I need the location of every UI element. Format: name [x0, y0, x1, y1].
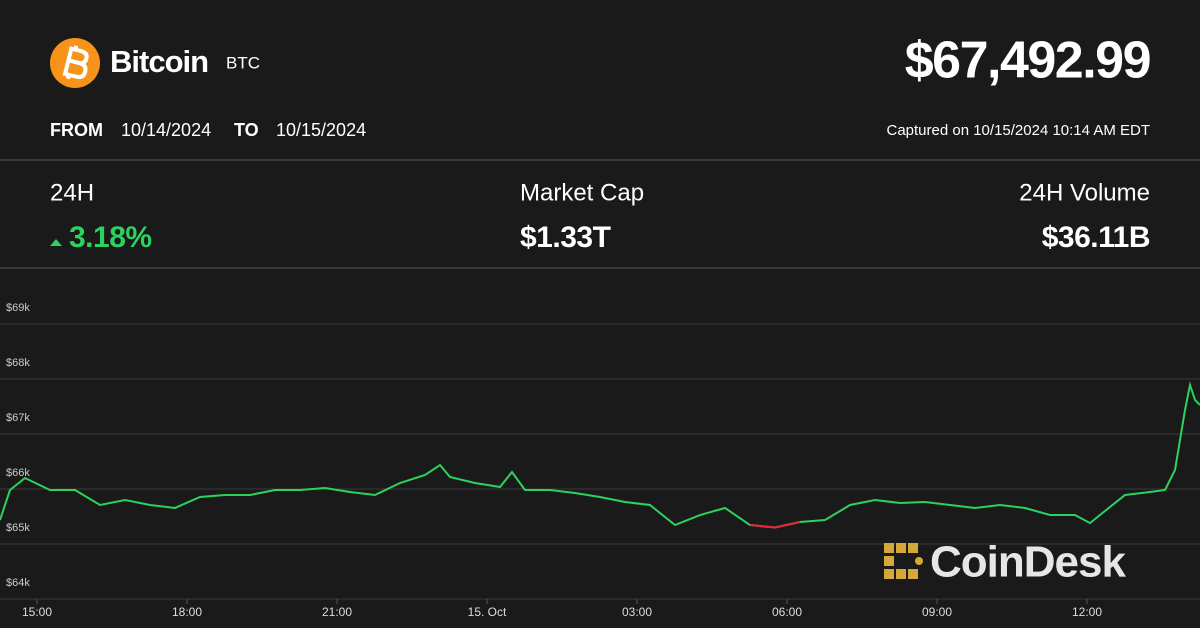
stat-label: 24H — [50, 179, 94, 206]
watermark-logo — [884, 543, 923, 579]
from-label: FROM — [50, 120, 103, 140]
down-segment — [774, 521, 801, 529]
x-tick-label: 06:00 — [772, 605, 802, 619]
y-tick-label: $68k — [6, 357, 30, 369]
stat-value: $1.33T — [520, 221, 611, 254]
stat-label: 24H Volume — [1019, 179, 1150, 206]
coin-name: Bitcoin — [110, 44, 208, 79]
watermark: CoinDesk — [930, 538, 1126, 587]
x-tick-label: 21:00 — [322, 605, 352, 619]
x-tick-label: 18:00 — [172, 605, 202, 619]
price: $67,492.99 — [905, 32, 1150, 90]
x-tick-label: 12:00 — [1072, 605, 1102, 619]
y-tick-label: $69k — [6, 302, 30, 314]
y-tick-label: $67k — [6, 412, 30, 424]
x-tick-label: 03:00 — [622, 605, 652, 619]
stat-value: 3.18% — [69, 221, 152, 254]
x-tick-label: 09:00 — [922, 605, 952, 619]
to-label: TO — [234, 120, 259, 140]
y-tick-label: $65k — [6, 522, 30, 534]
x-tick-label: 15. Oct — [468, 605, 507, 619]
plot: $64k $65k $66k $67k $68k $69k 15:00 18:00 21:00 1… — [0, 302, 1200, 619]
captured: Captured on 10/15/2024 10:14 AM EDT — [886, 122, 1150, 139]
stat-value: $36.11B — [1042, 221, 1150, 254]
coin-symbol: BTC — [226, 53, 260, 72]
coin-glyph — [62, 45, 89, 80]
y-tick-label: $64k — [6, 577, 30, 589]
to-date: 10/15/2024 — [276, 120, 366, 140]
down-segment — [749, 524, 776, 529]
y-tick-label: $66k — [6, 467, 30, 479]
x-tick-label: 15:00 — [22, 605, 52, 619]
stat-label: Market Cap — [520, 179, 644, 206]
up-arrow — [50, 239, 62, 246]
price-line — [0, 381, 1200, 529]
from-date: 10/14/2024 — [121, 120, 211, 140]
